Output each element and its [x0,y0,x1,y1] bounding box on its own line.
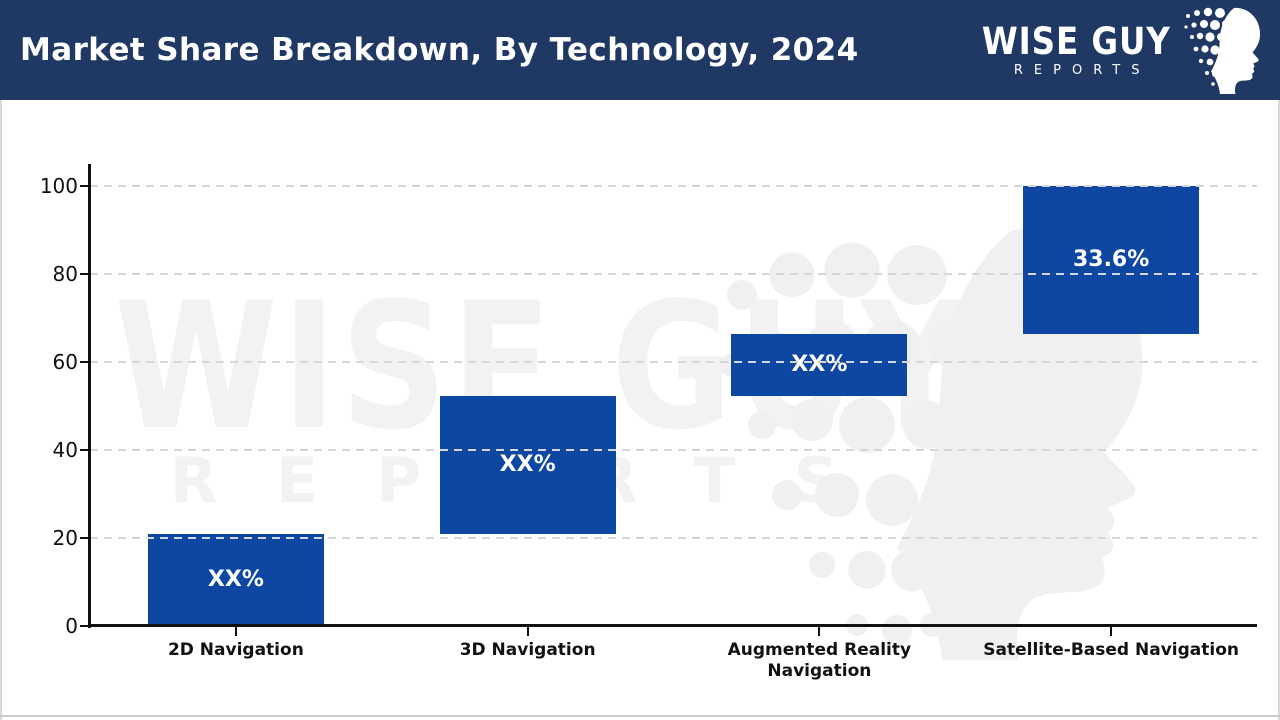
x-axis-line [88,624,1257,627]
category-label: 2D Navigation [167,640,304,660]
gridline-20 [90,537,1257,539]
brand-name: WISE GUY [982,20,1172,63]
brand-logo: WISE GUY REPORTS [969,6,1266,94]
x-tick [234,627,237,636]
y-tick [80,185,89,187]
bar-segment: XX% [731,333,908,396]
y-tick [80,625,89,627]
gridline-100 [90,185,1257,187]
x-tick [1110,627,1113,636]
category-label: Satellite-Based Navigation [983,640,1239,660]
bar-segment: XX% [147,533,324,626]
header: Market Share Breakdown, By Technology, 2… [0,0,1280,100]
category-label: Augmented Reality Navigation [727,640,912,682]
bar-value-label: XX% [207,567,264,593]
bar-value-label: 33.6% [1072,247,1150,273]
category-label: 3D Navigation [459,640,596,660]
y-tick-label: 40 [52,438,78,462]
y-tick-label: 80 [52,262,78,286]
y-tick [80,361,89,363]
gridline-40 [90,449,1257,451]
bar-segment: 33.6% [1023,186,1200,334]
y-tick [80,273,89,275]
x-tick [526,627,529,636]
y-tick [80,537,89,539]
brand-logo-text: WISE GUY REPORTS [969,23,1184,77]
y-axis-line [88,164,91,628]
page-title: Market Share Breakdown, By Technology, 2… [20,32,859,68]
bar-value-label: XX% [499,452,556,478]
gridline-60 [90,361,1257,363]
y-tick-label: 20 [52,526,78,550]
dotted-head-icon [1184,7,1261,94]
x-tick [818,627,821,636]
brand-subname: REPORTS [1013,63,1151,78]
bottom-border-line [0,715,1280,717]
bar-value-label: XX% [791,352,848,378]
y-tick [80,449,89,451]
gridline-80 [90,273,1257,275]
watermark-dotted-head-icon [720,229,1143,660]
y-tick-label: 60 [52,350,78,374]
bar-segment: XX% [439,395,616,534]
y-tick-label: 100 [39,174,78,198]
y-tick-label: 0 [65,614,78,638]
